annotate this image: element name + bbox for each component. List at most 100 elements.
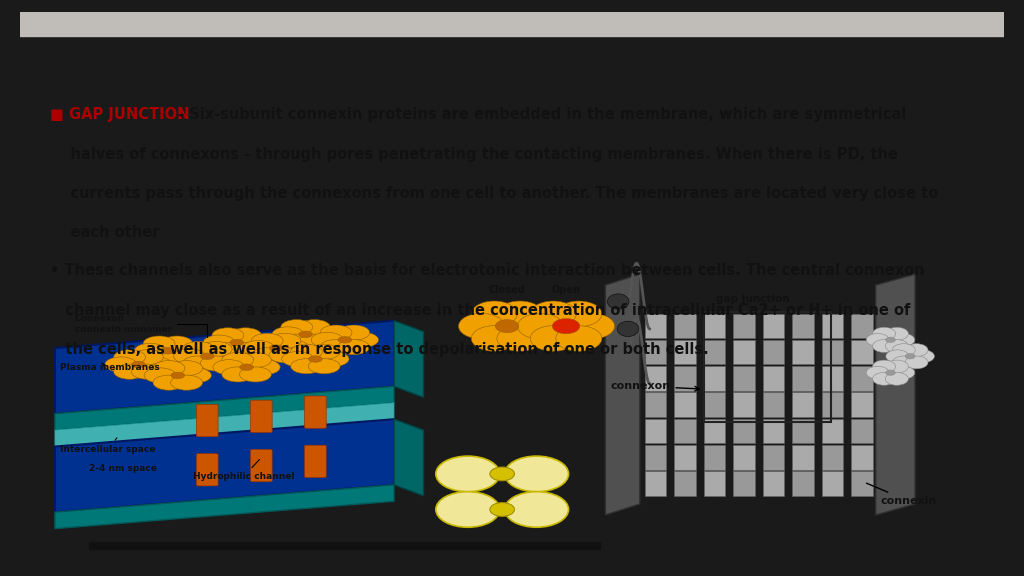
Ellipse shape (291, 359, 323, 374)
Polygon shape (394, 419, 424, 496)
Text: Intercellular space: Intercellular space (59, 438, 156, 454)
Ellipse shape (321, 340, 352, 355)
Ellipse shape (140, 357, 172, 372)
Ellipse shape (872, 327, 896, 340)
Bar (851, 392, 872, 417)
Text: • These channels also serve as the basis for electrotonic interaction between ce: • These channels also serve as the basis… (50, 263, 925, 278)
Bar (703, 340, 725, 365)
Bar (821, 313, 844, 338)
Ellipse shape (905, 344, 928, 357)
Polygon shape (55, 419, 394, 512)
Bar (793, 419, 814, 444)
Ellipse shape (269, 348, 301, 363)
Polygon shape (55, 485, 394, 529)
Bar (851, 366, 872, 391)
Ellipse shape (171, 361, 203, 376)
Bar (763, 366, 784, 391)
Ellipse shape (886, 327, 908, 340)
Polygon shape (394, 321, 424, 397)
Ellipse shape (161, 347, 175, 354)
Bar (793, 445, 814, 469)
Ellipse shape (436, 492, 500, 527)
Bar (851, 419, 872, 444)
Text: - Six-subunit connexin proteins are embedded in the membrane, which are symmetri: - Six-subunit connexin proteins are embe… (173, 107, 906, 122)
Bar (674, 419, 696, 444)
Ellipse shape (530, 301, 577, 327)
Bar (733, 366, 755, 391)
Bar (851, 445, 872, 469)
Ellipse shape (338, 336, 352, 343)
Bar (645, 313, 667, 338)
Text: halves of connexons - through pores penetrating the contacting membranes. When t: halves of connexons - through pores pene… (50, 147, 898, 162)
Ellipse shape (240, 367, 271, 382)
Ellipse shape (153, 375, 185, 390)
Ellipse shape (281, 320, 312, 335)
Ellipse shape (278, 340, 309, 355)
Ellipse shape (174, 348, 206, 364)
Bar (674, 445, 696, 469)
Ellipse shape (212, 342, 244, 357)
Bar (645, 471, 667, 496)
Ellipse shape (281, 334, 312, 349)
Ellipse shape (298, 334, 331, 349)
Ellipse shape (607, 294, 629, 309)
Bar (645, 392, 667, 417)
Ellipse shape (556, 301, 602, 327)
Ellipse shape (299, 331, 312, 338)
Bar (821, 471, 844, 496)
Bar (763, 392, 784, 417)
Ellipse shape (905, 356, 928, 369)
Bar (703, 419, 725, 444)
Ellipse shape (905, 354, 915, 359)
Ellipse shape (489, 467, 514, 481)
Ellipse shape (161, 351, 193, 366)
Text: 2-4 nm space: 2-4 nm space (89, 464, 157, 473)
Ellipse shape (104, 357, 136, 372)
Bar (763, 445, 784, 469)
Ellipse shape (179, 368, 211, 383)
Bar (763, 471, 784, 496)
FancyBboxPatch shape (304, 445, 327, 478)
Ellipse shape (200, 342, 232, 357)
Bar (821, 419, 844, 444)
Text: ■ GAP JUNCTION: ■ GAP JUNCTION (50, 107, 189, 122)
Ellipse shape (872, 340, 896, 353)
Ellipse shape (243, 340, 274, 355)
Ellipse shape (517, 313, 563, 339)
Bar (703, 312, 831, 422)
Bar (645, 340, 667, 365)
Bar (89, 543, 600, 549)
Bar (821, 340, 844, 365)
Ellipse shape (251, 348, 284, 363)
Ellipse shape (497, 325, 543, 351)
Text: connexon: connexon (610, 381, 699, 391)
Bar (674, 340, 696, 365)
Ellipse shape (182, 356, 214, 371)
Ellipse shape (556, 325, 602, 351)
Ellipse shape (568, 313, 614, 339)
Bar (851, 313, 872, 338)
Bar (793, 313, 814, 338)
Ellipse shape (892, 334, 914, 346)
Ellipse shape (338, 340, 370, 355)
Bar (733, 419, 755, 444)
Polygon shape (876, 274, 915, 515)
Ellipse shape (308, 359, 340, 374)
Ellipse shape (886, 360, 908, 373)
Bar (674, 313, 696, 338)
Text: Structure and operation of the electrical synapse: Structure and operation of the electrica… (50, 41, 824, 70)
Ellipse shape (200, 356, 232, 371)
Polygon shape (55, 403, 394, 446)
Ellipse shape (229, 328, 261, 343)
Ellipse shape (222, 367, 254, 382)
Bar (793, 471, 814, 496)
Bar (763, 419, 784, 444)
FancyBboxPatch shape (197, 454, 218, 486)
Text: gap junction: gap junction (716, 294, 790, 304)
Polygon shape (55, 386, 394, 430)
Ellipse shape (308, 344, 340, 359)
Ellipse shape (866, 366, 889, 379)
Bar (821, 366, 844, 391)
Ellipse shape (892, 356, 915, 369)
Text: Plasma membranes: Plasma membranes (59, 363, 160, 372)
